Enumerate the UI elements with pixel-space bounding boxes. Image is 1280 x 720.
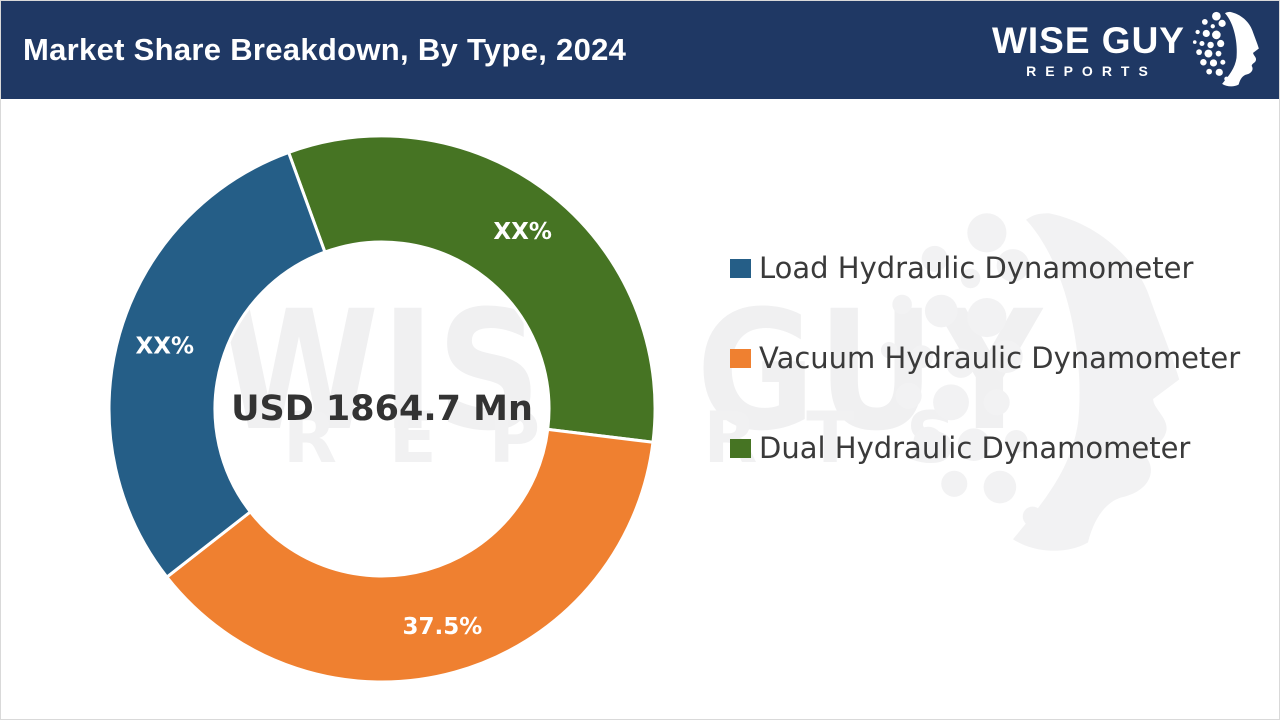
page-title: Market Share Breakdown, By Type, 2024 [23, 32, 627, 67]
donut-slice-load-hydraulic-dynamometer [107, 150, 327, 579]
brand-logo: WISE GUY REPORTS [992, 10, 1261, 90]
slice-value-label-vacuum-hydraulic-dynamometer: 37.5% [402, 614, 482, 640]
brand-logo-text: WISE GUY REPORTS [992, 22, 1185, 78]
slice-value-label-dual-hydraulic-dynamometer: XX% [493, 219, 552, 245]
header-bar: Market Share Breakdown, By Type, 2024 WI… [1, 1, 1279, 99]
legend-label: Load Hydraulic Dynamometer [759, 251, 1194, 285]
donut-chart-svg: XX% 37.5% XX% [107, 134, 657, 684]
brand-subname: REPORTS [1026, 63, 1157, 79]
legend-item-load-hydraulic-dynamometer: Load Hydraulic Dynamometer [730, 251, 1240, 285]
legend-label: Vacuum Hydraulic Dynamometer [759, 341, 1241, 375]
chart-center-value: USD 1864.7 Mn [231, 389, 533, 429]
legend-swatch-vacuum [730, 348, 751, 368]
donut-chart: XX% 37.5% XX% [72, 99, 692, 719]
brand-head-icon [1192, 11, 1259, 87]
legend-item-vacuum-hydraulic-dynamometer: Vacuum Hydraulic Dynamometer [730, 341, 1240, 375]
legend-swatch-dual [730, 438, 751, 458]
donut-slice-vacuum-hydraulic-dynamometer [165, 427, 655, 684]
brand-name: WISE GUY [991, 20, 1185, 61]
legend-item-dual-hydraulic-dynamometer: Dual Hydraulic Dynamometer [730, 431, 1240, 465]
chart-legend: Load Hydraulic Dynamometer Vacuum Hydrau… [730, 251, 1240, 525]
donut-slice-dual-hydraulic-dynamometer [287, 134, 657, 444]
legend-swatch-load [730, 258, 751, 278]
legend-label: Dual Hydraulic Dynamometer [759, 431, 1191, 465]
slice-value-label-load-hydraulic-dynamometer: XX% [135, 334, 194, 360]
